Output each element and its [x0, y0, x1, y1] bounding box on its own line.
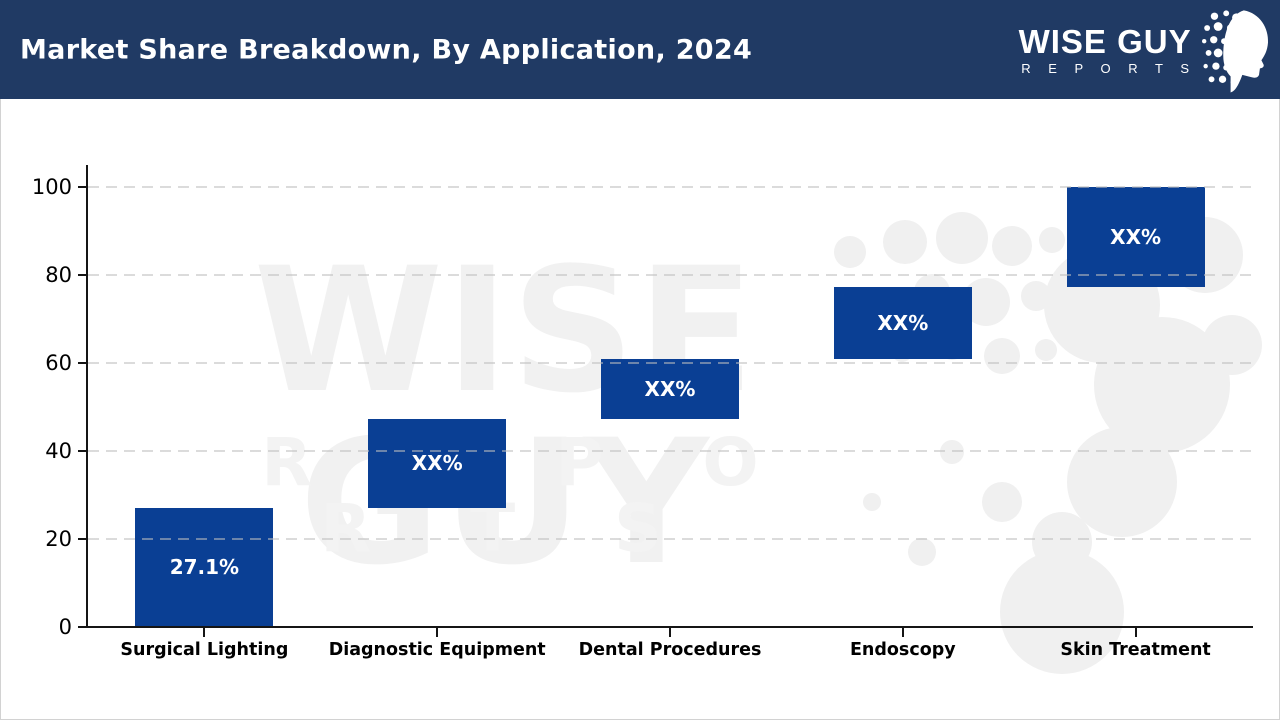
header-bar: Market Share Breakdown, By Application, … [0, 0, 1280, 99]
wiseguy-logo-text: WISE GUY R E P O R T S [1014, 25, 1196, 75]
x-category-label: Surgical Lighting [120, 640, 289, 660]
bar-value-label: XX% [1110, 224, 1162, 249]
x-axis-tick [669, 628, 671, 637]
x-axis-tick [436, 628, 439, 637]
chart-title: Market Share Breakdown, By Application, … [20, 34, 753, 65]
y-axis-tick [78, 186, 87, 188]
y-axis-line [86, 165, 88, 628]
gridline [88, 274, 1252, 276]
wiseguy-logo-subtitle: R E P O R T S [1021, 60, 1196, 76]
gridline [88, 450, 1252, 452]
bar-value-label: 27.1% [169, 555, 240, 580]
y-tick-label: 80 [45, 263, 72, 287]
watermark-text-reports: R E P O R T S [261, 424, 797, 567]
x-axis-tick [203, 628, 206, 637]
bar-segment [368, 418, 507, 508]
y-tick-label: 100 [31, 175, 72, 199]
wiseguy-logo-face-icon [1202, 9, 1269, 93]
y-tick-label: 40 [45, 439, 72, 463]
y-axis-tick [78, 626, 87, 628]
y-tick-label: 20 [45, 527, 72, 551]
x-axis-tick [1134, 628, 1137, 637]
y-axis-tick [78, 274, 87, 276]
wiseguy-logo-wordmark: WISE GUY [1018, 22, 1192, 60]
x-category-label: Dental Procedures [578, 640, 762, 660]
bar-value-label: XX% [877, 310, 929, 335]
bar-segment [1066, 187, 1205, 287]
y-tick-label: 60 [45, 351, 72, 375]
x-axis-tick [901, 628, 904, 637]
bar-segment [601, 358, 739, 419]
x-category-label: Skin Treatment [1060, 640, 1211, 660]
x-axis-line [86, 626, 1253, 628]
y-tick-label: 0 [58, 615, 72, 639]
wiseguy-logo: WISE GUY R E P O R T S [1014, 6, 1272, 94]
y-axis-tick [78, 450, 87, 452]
bar-segment [833, 286, 972, 359]
y-axis-tick [78, 538, 87, 540]
bar-value-label: XX% [644, 376, 696, 401]
gridline [88, 538, 1252, 540]
x-category-label: Endoscopy [849, 640, 956, 660]
bar-value-label: XX% [411, 451, 463, 476]
bar-segment [135, 507, 274, 627]
gridline [88, 186, 1252, 188]
y-axis-tick [78, 362, 87, 364]
gridline [88, 362, 1252, 364]
x-category-label: Diagnostic Equipment [328, 640, 546, 660]
